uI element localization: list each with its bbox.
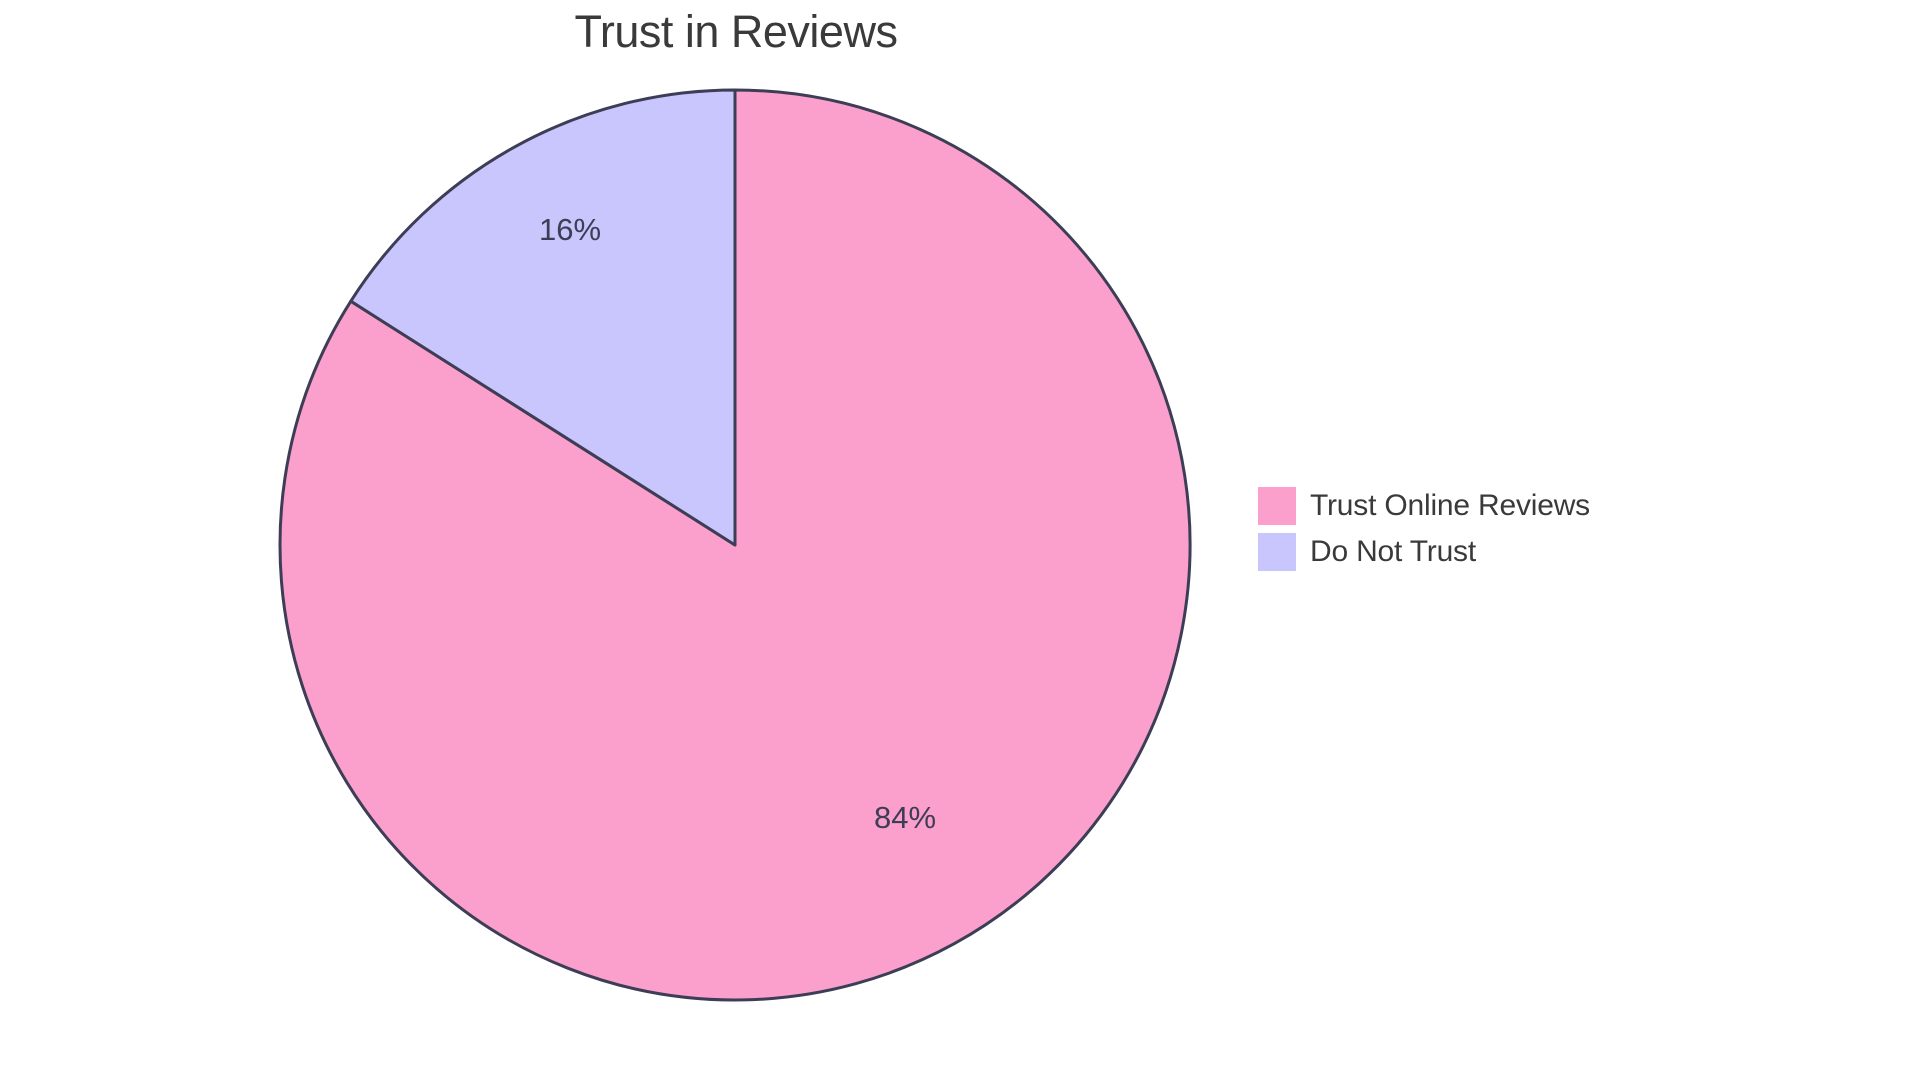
legend-swatch-icon-do-not-trust [1258, 533, 1296, 571]
chart-legend: Trust Online Reviews Do Not Trust [1258, 487, 1590, 571]
pie-chart-svg: 84% 16% [278, 88, 1192, 1002]
pie-slice-label-do-not-trust: 16% [539, 212, 601, 247]
pie-slice-do-not-trust[interactable] [349, 88, 737, 547]
legend-item-trust-online-reviews[interactable]: Trust Online Reviews [1258, 487, 1590, 525]
legend-label-trust-online-reviews: Trust Online Reviews [1310, 489, 1590, 522]
legend-label-do-not-trust: Do Not Trust [1310, 535, 1476, 568]
pie-chart-area: 84% 16% [278, 88, 1192, 1002]
legend-item-do-not-trust[interactable]: Do Not Trust [1258, 533, 1590, 571]
pie-slice-label-trust-online-reviews: 84% [874, 800, 936, 835]
page-title: Trust in Reviews [574, 6, 898, 57]
legend-swatch-icon-trust-online-reviews [1258, 487, 1296, 525]
